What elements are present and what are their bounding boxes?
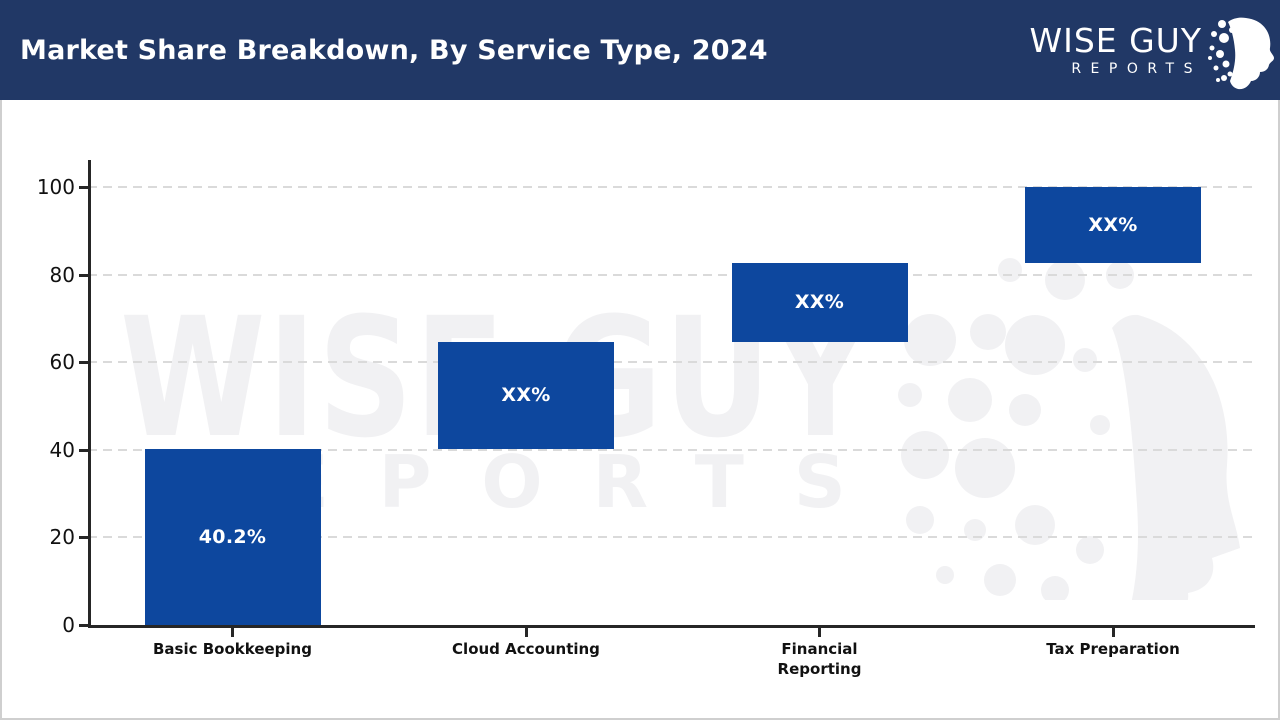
x-axis-line: [88, 625, 1255, 628]
x-axis-tick: [1111, 628, 1115, 637]
logo-subtitle: REPORTS: [1071, 60, 1202, 77]
y-axis-tick-label: 40: [49, 437, 75, 462]
y-axis-tick: [79, 448, 88, 452]
gridline-y40: [88, 448, 1255, 451]
y-axis-tick-label: 0: [62, 613, 75, 637]
y-axis-tick: [79, 361, 88, 365]
x-axis-tick: [818, 628, 821, 637]
page-title: Market Share Breakdown, By Service Type,…: [20, 34, 768, 66]
logo-text: WISE GUY REPORTS: [1029, 20, 1202, 77]
gridline-y80: [88, 273, 1255, 276]
header: Market Share Breakdown, By Service Type,…: [0, 0, 1280, 100]
y-axis-tick-label: 80: [49, 262, 75, 287]
category-label: Financial Reporting: [777, 640, 862, 678]
category-label: Tax Preparation: [1046, 640, 1180, 658]
y-axis-tick: [79, 624, 88, 627]
bar-tax-preparation: XX%: [1025, 187, 1201, 263]
head-profile-icon: [1208, 17, 1274, 90]
x-axis-tick: [524, 628, 528, 637]
bar-value-label: XX%: [794, 291, 845, 314]
category-label: Basic Bookkeeping: [153, 640, 312, 658]
gridline-y100: [88, 186, 1255, 188]
bar-value-label: XX%: [1088, 213, 1138, 236]
logo-wordmark: WISE GUY: [1029, 20, 1202, 60]
y-axis-tick: [79, 536, 88, 540]
y-axis-tick-label: 60: [49, 350, 75, 375]
bar-basic-bookkeeping: 40.2%: [144, 448, 321, 625]
wise-guy-logo: WISE GUY REPORTS: [1029, 0, 1274, 100]
category-label: Cloud Accounting: [452, 640, 600, 658]
chart-region: WISE GUY REPORTS 0 20 40 60 80 100 40.2% Basic …: [0, 100, 1280, 720]
bar-value-label: 40.2%: [198, 525, 267, 548]
y-axis-tick: [79, 273, 88, 277]
bar-financial-reporting: XX%: [731, 262, 908, 342]
x-axis-tick: [231, 628, 234, 637]
bar-cloud-accounting: XX%: [438, 341, 614, 449]
y-axis-tick-label: 20: [49, 525, 75, 550]
gridline-y20: [88, 536, 1255, 539]
y-axis-tick-label: 100: [36, 175, 75, 199]
y-axis-tick: [79, 186, 88, 189]
y-axis-line: [88, 160, 91, 628]
bar-value-label: XX%: [501, 384, 551, 407]
gridline-y60: [88, 361, 1255, 364]
watermark-head-graphic: [898, 258, 1240, 600]
